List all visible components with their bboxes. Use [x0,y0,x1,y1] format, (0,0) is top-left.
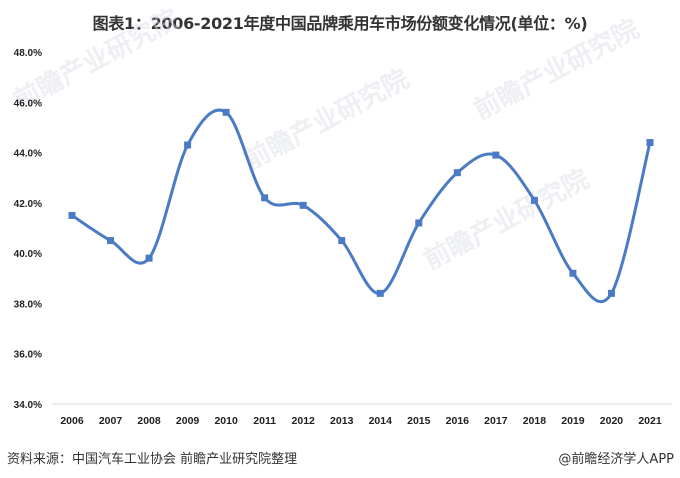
data-point-marker [530,196,538,204]
data-point-marker [492,151,500,159]
data-point-marker [453,169,461,177]
x-tick-label: 2016 [446,415,470,427]
watermark-text: 前瞻产业研究院 [469,13,644,126]
chart-title: 图表1：2006-2021年度中国品牌乘用车市场份额变化情况(单位：%) [92,14,588,33]
x-tick-label: 2014 [369,415,393,427]
x-tick-label: 2010 [214,415,238,427]
y-tick-label: 42.0% [14,199,42,210]
data-point-marker [607,289,615,297]
y-tick-label: 38.0% [14,299,42,310]
data-point-marker [338,237,346,245]
data-point-marker [184,141,192,149]
y-axis: 34.0% 36.0% 38.0% 40.0% 42.0% 44.0% 46.0% 48.0% [14,48,42,411]
source-note: 资料来源：中国汽车工业协会 前瞻产业研究院整理 [7,452,298,467]
x-tick-label: 2006 [60,415,84,427]
x-tick-label: 2013 [330,415,354,427]
data-point-marker [68,211,76,219]
x-tick-label: 2019 [561,415,585,427]
credit-note: @前瞻经济学人APP [558,452,674,467]
x-tick-label: 2020 [600,415,624,427]
x-axis: 2006 2007 2008 2009 2010 2011 2012 2013 2014 2015… [60,415,662,427]
y-tick-label: 34.0% [14,400,42,411]
x-tick-label: 2008 [137,415,161,427]
data-point-marker [299,201,307,209]
data-point-marker [415,219,423,227]
watermark-text: 前瞻产业研究院 [239,63,414,176]
series-line [70,108,652,303]
watermark-text: 前瞻产业研究院 [419,163,594,276]
x-tick-label: 2009 [176,415,200,427]
x-tick-label: 2017 [484,415,508,427]
x-tick-label: 2015 [407,415,431,427]
data-point-marker [569,269,577,277]
data-point-marker [376,289,384,297]
data-markers [68,108,654,297]
y-tick-label: 48.0% [14,48,42,59]
y-tick-label: 44.0% [14,149,42,160]
data-point-marker [145,254,153,262]
x-tick-label: 2021 [638,415,662,427]
data-point-marker [107,237,115,245]
x-tick-label: 2018 [523,415,547,427]
x-tick-label: 2011 [253,415,276,427]
data-point-marker [222,108,230,116]
x-tick-label: 2012 [292,415,316,427]
y-tick-label: 40.0% [14,249,42,260]
data-point-marker [261,194,269,202]
y-tick-label: 46.0% [14,98,42,109]
x-tick-label: 2007 [99,415,123,427]
data-point-marker [646,139,654,147]
y-tick-label: 36.0% [14,350,42,361]
